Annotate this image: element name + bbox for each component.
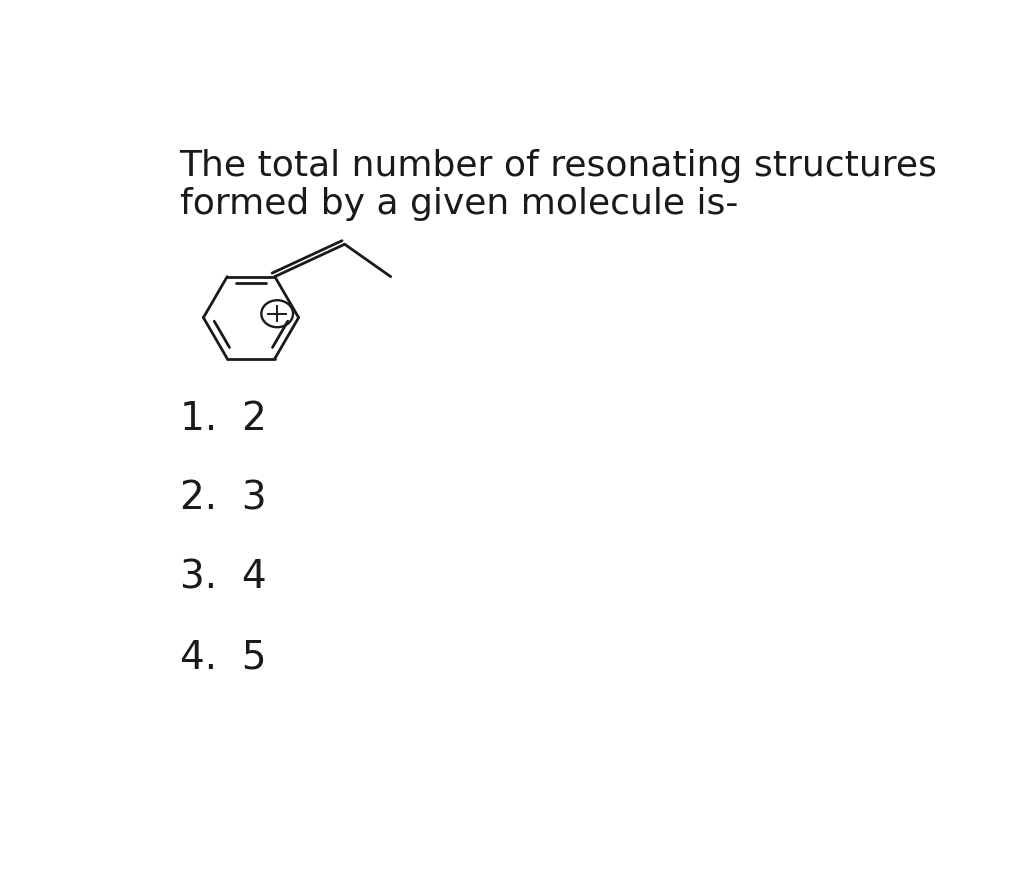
Text: 3.  4: 3. 4 — [179, 559, 266, 597]
Text: The total number of resonating structures: The total number of resonating structure… — [179, 149, 937, 183]
Text: 2.  3: 2. 3 — [179, 479, 266, 518]
Text: formed by a given molecule is-: formed by a given molecule is- — [179, 187, 738, 222]
Text: 4.  5: 4. 5 — [179, 639, 266, 676]
Text: 1.  2: 1. 2 — [179, 399, 266, 438]
